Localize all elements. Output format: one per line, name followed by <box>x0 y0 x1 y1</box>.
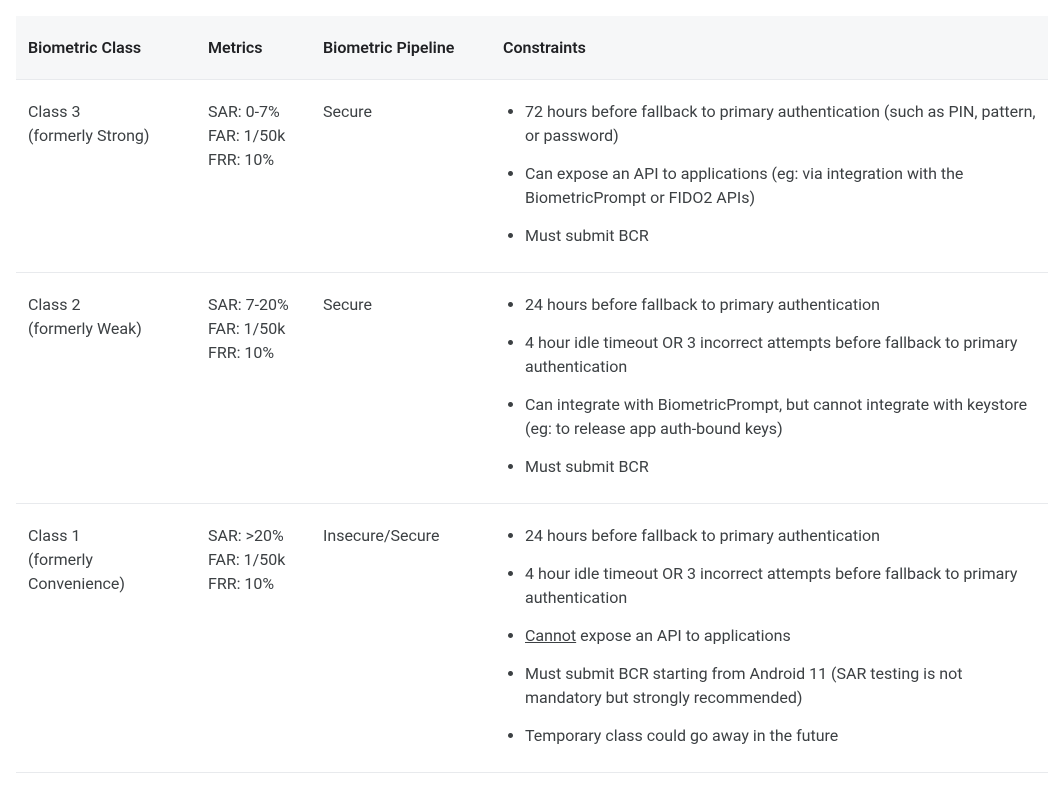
cell-metrics: SAR: 7-20% FAR: 1/50k FRR: 10% <box>196 273 311 504</box>
constraint-item: Temporary class could go away in the fut… <box>525 724 1036 748</box>
constraint-item: 72 hours before fallback to primary auth… <box>525 100 1036 148</box>
table-row: Class 2 (formerly Weak) SAR: 7-20% FAR: … <box>16 273 1048 504</box>
constraints-list: 24 hours before fallback to primary auth… <box>503 524 1036 748</box>
metric-frr: FRR: 10% <box>208 148 299 172</box>
cell-pipeline: Secure <box>311 80 491 273</box>
class-name: Class 3 <box>28 100 184 124</box>
constraint-item: Can integrate with BiometricPrompt, but … <box>525 393 1036 441</box>
metric-sar: SAR: 7-20% <box>208 293 299 317</box>
constraint-item: Must submit BCR <box>525 455 1036 479</box>
metric-sar: SAR: 0-7% <box>208 100 299 124</box>
constraint-item: 24 hours before fallback to primary auth… <box>525 293 1036 317</box>
class-former-name: (formerly Weak) <box>28 317 184 341</box>
cell-biometric-class: Class 2 (formerly Weak) <box>16 273 196 504</box>
cell-metrics: SAR: 0-7% FAR: 1/50k FRR: 10% <box>196 80 311 273</box>
cell-biometric-class: Class 1 (formerly Convenience) <box>16 504 196 773</box>
cell-constraints: 24 hours before fallback to primary auth… <box>491 504 1048 773</box>
constraint-item: Must submit BCR starting from Android 11… <box>525 662 1036 710</box>
cell-constraints: 72 hours before fallback to primary auth… <box>491 80 1048 273</box>
constraint-item: 4 hour idle timeout OR 3 incorrect attem… <box>525 331 1036 379</box>
metric-frr: FRR: 10% <box>208 341 299 365</box>
cell-metrics: SAR: >20% FAR: 1/50k FRR: 10% <box>196 504 311 773</box>
constraint-item: 4 hour idle timeout OR 3 incorrect attem… <box>525 562 1036 610</box>
class-name: Class 1 <box>28 524 184 548</box>
col-header-biometric-class: Biometric Class <box>16 16 196 80</box>
constraint-item: Can expose an API to applications (eg: v… <box>525 162 1036 210</box>
constraint-item: Cannot expose an API to applications <box>525 624 1036 648</box>
metric-frr: FRR: 10% <box>208 572 299 596</box>
metric-far: FAR: 1/50k <box>208 317 299 341</box>
class-former-name: (formerly Convenience) <box>28 548 184 596</box>
class-former-name: (formerly Strong) <box>28 124 184 148</box>
col-header-constraints: Constraints <box>491 16 1048 80</box>
constraints-list: 24 hours before fallback to primary auth… <box>503 293 1036 479</box>
underlined-word: Cannot <box>525 626 576 645</box>
metric-sar: SAR: >20% <box>208 524 299 548</box>
biometric-class-table: Biometric Class Metrics Biometric Pipeli… <box>16 16 1048 773</box>
cell-constraints: 24 hours before fallback to primary auth… <box>491 273 1048 504</box>
table-header-row: Biometric Class Metrics Biometric Pipeli… <box>16 16 1048 80</box>
cell-pipeline: Insecure/Secure <box>311 504 491 773</box>
col-header-metrics: Metrics <box>196 16 311 80</box>
constraint-item: 24 hours before fallback to primary auth… <box>525 524 1036 548</box>
table-row: Class 3 (formerly Strong) SAR: 0-7% FAR:… <box>16 80 1048 273</box>
table-row: Class 1 (formerly Convenience) SAR: >20%… <box>16 504 1048 773</box>
cell-pipeline: Secure <box>311 273 491 504</box>
metric-far: FAR: 1/50k <box>208 548 299 572</box>
constraints-list: 72 hours before fallback to primary auth… <box>503 100 1036 248</box>
constraint-rest: expose an API to applications <box>576 626 791 645</box>
metric-far: FAR: 1/50k <box>208 124 299 148</box>
col-header-pipeline: Biometric Pipeline <box>311 16 491 80</box>
cell-biometric-class: Class 3 (formerly Strong) <box>16 80 196 273</box>
class-name: Class 2 <box>28 293 184 317</box>
constraint-item: Must submit BCR <box>525 224 1036 248</box>
